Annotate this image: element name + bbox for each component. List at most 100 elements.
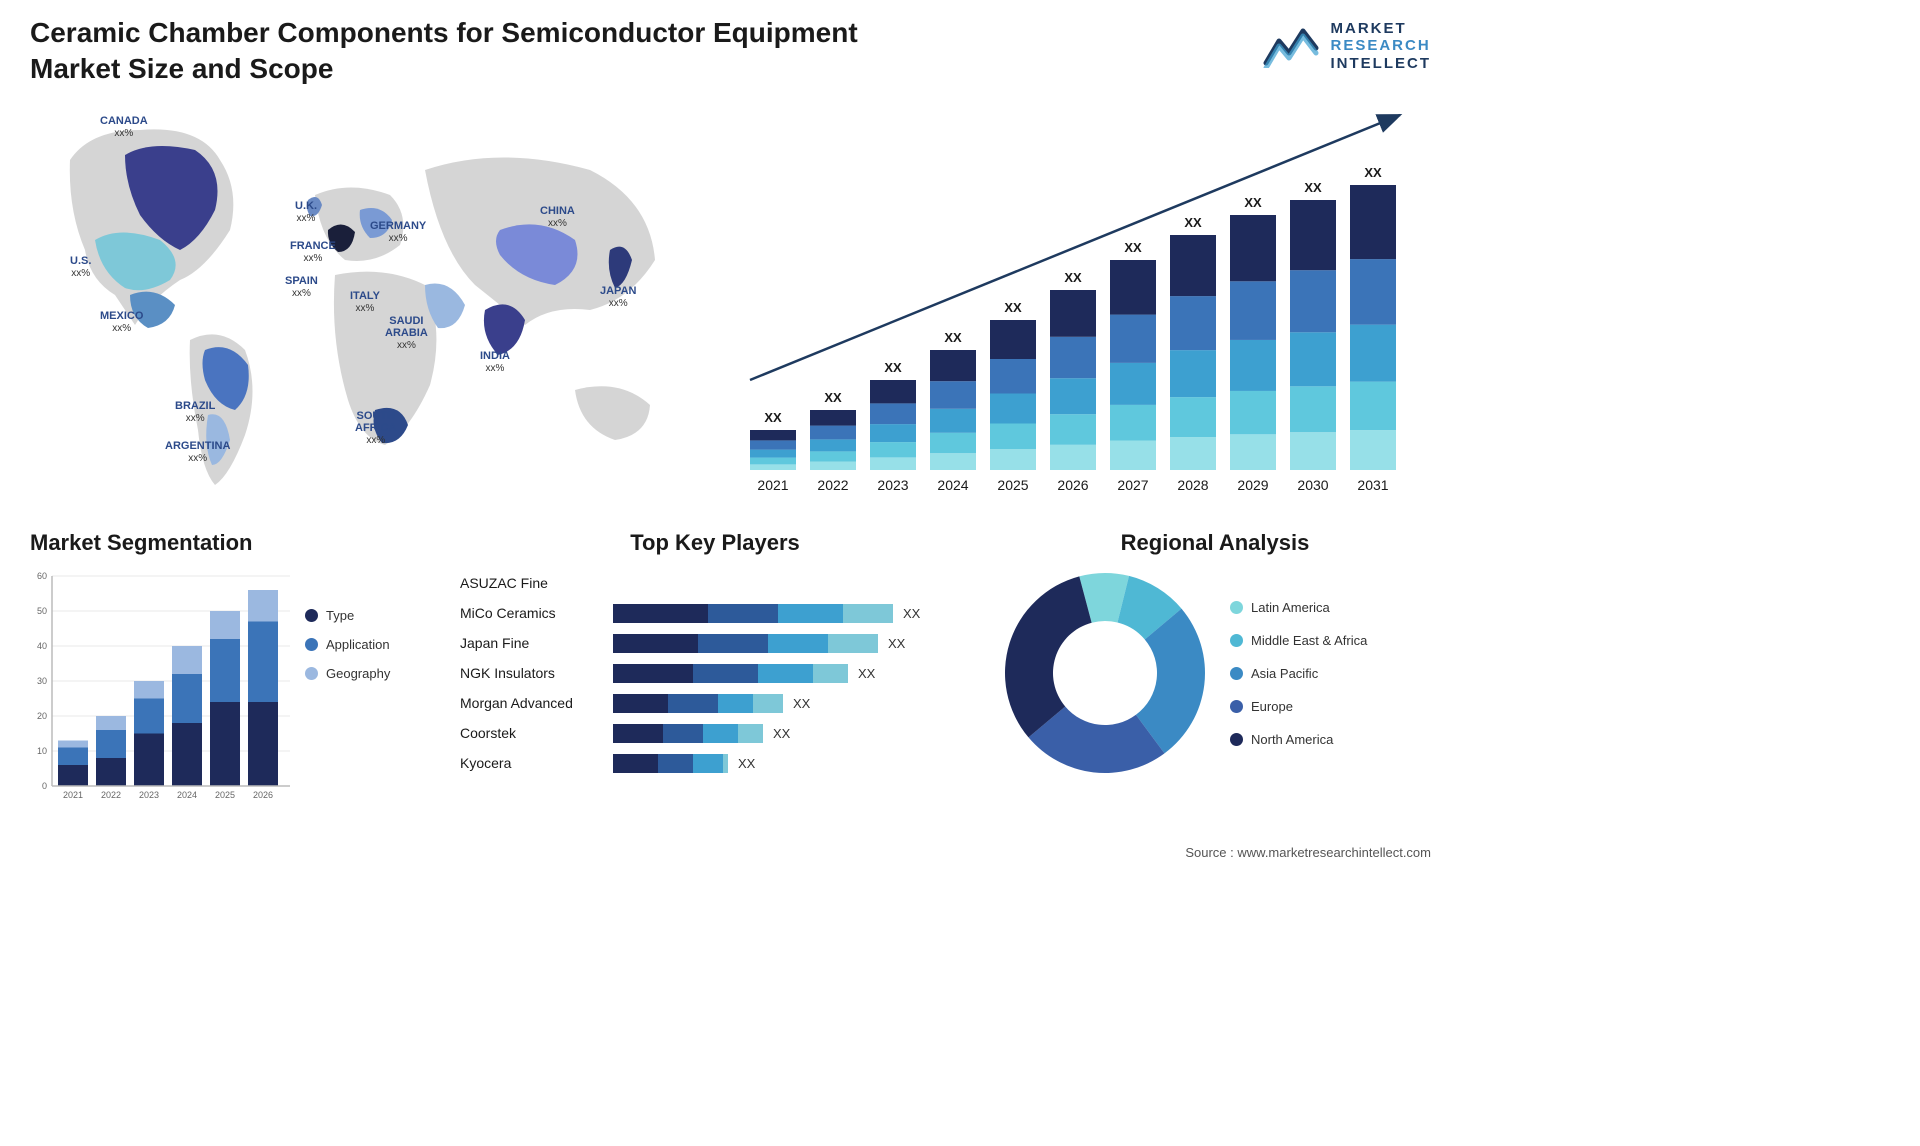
country-label: GERMANYxx% — [370, 220, 426, 244]
key-player-label: NGK Insulators — [460, 665, 605, 681]
country-label: ARGENTINAxx% — [165, 440, 230, 464]
key-player-row: KyoceraXX — [460, 748, 970, 778]
svg-text:2024: 2024 — [177, 790, 197, 800]
forecast-year-label: 2025 — [997, 477, 1028, 493]
legend-item: Geography — [305, 666, 390, 681]
key-player-value: XX — [903, 606, 920, 621]
key-player-bar — [613, 694, 783, 713]
key-players-title: Top Key Players — [460, 530, 970, 556]
segmentation-section: Market Segmentation 01020304050602021202… — [30, 530, 440, 803]
forecast-bar-segment — [990, 320, 1036, 359]
forecast-bar-label: XX — [1184, 215, 1202, 230]
forecast-bar-label: XX — [764, 410, 782, 425]
logo-text: MARKET RESEARCH INTELLECT — [1331, 20, 1432, 72]
segmentation-bar-segment — [58, 741, 88, 748]
regional-legend: Latin AmericaMiddle East & AfricaAsia Pa… — [1230, 600, 1367, 747]
country-label: CHINAxx% — [540, 205, 575, 229]
key-player-bar-segment — [693, 664, 758, 683]
country-label: BRAZILxx% — [175, 400, 215, 424]
svg-text:10: 10 — [37, 746, 47, 756]
forecast-bar-segment — [990, 394, 1036, 424]
forecast-year-label: 2028 — [1177, 477, 1208, 493]
forecast-bar-segment — [1110, 441, 1156, 470]
main-chart-svg: XX2021XX2022XX2023XX2024XX2025XX2026XX20… — [740, 100, 1420, 500]
segmentation-chart: 0102030405060202120222023202420252026 — [30, 568, 290, 803]
key-player-bar-segment — [613, 664, 693, 683]
forecast-bar-segment — [870, 457, 916, 470]
forecast-bar-segment — [810, 410, 856, 426]
forecast-bar-segment — [870, 424, 916, 442]
forecast-bar-segment — [1050, 445, 1096, 470]
key-player-bar-segment — [613, 604, 708, 623]
segmentation-bar-segment — [134, 681, 164, 699]
country-label: JAPANxx% — [600, 285, 636, 309]
forecast-bar-label: XX — [1304, 180, 1322, 195]
key-player-bar-segment — [658, 754, 693, 773]
forecast-bar-segment — [1230, 340, 1276, 391]
forecast-bar-segment — [870, 380, 916, 403]
segmentation-bar-segment — [96, 758, 126, 786]
key-player-bar-segment — [843, 604, 893, 623]
legend-item: Europe — [1230, 699, 1367, 714]
logo-line: INTELLECT — [1331, 55, 1432, 72]
segmentation-bar-segment — [248, 702, 278, 786]
key-player-bar-segment — [708, 604, 778, 623]
source-attribution: Source : www.marketresearchintellect.com — [1185, 845, 1431, 860]
forecast-bar-segment — [930, 433, 976, 453]
country-label: SOUTHAFRICAxx% — [355, 410, 397, 446]
segmentation-bar-segment — [134, 699, 164, 734]
country-label: U.K.xx% — [295, 200, 317, 224]
world-map: CANADAxx%U.S.xx%MEXICOxx%BRAZILxx%ARGENT… — [30, 100, 710, 500]
segmentation-bar-segment — [172, 723, 202, 786]
legend-item: Type — [305, 608, 390, 623]
forecast-bar-segment — [1290, 386, 1336, 432]
key-player-bar — [613, 724, 763, 743]
forecast-year-label: 2030 — [1297, 477, 1328, 493]
forecast-bar-segment — [1290, 270, 1336, 332]
logo-line: MARKET — [1331, 20, 1432, 37]
segmentation-bar-segment — [96, 730, 126, 758]
key-player-bar-segment — [703, 724, 738, 743]
key-player-bar-segment — [693, 754, 723, 773]
forecast-bar-label: XX — [1124, 240, 1142, 255]
forecast-bar-segment — [1290, 332, 1336, 386]
segmentation-bar-segment — [96, 716, 126, 730]
key-player-bar-segment — [698, 634, 768, 653]
forecast-bar-segment — [1170, 296, 1216, 350]
key-player-row: CoorstekXX — [460, 718, 970, 748]
key-player-row: Japan FineXX — [460, 628, 970, 658]
key-player-label: Coorstek — [460, 725, 605, 741]
key-player-value: XX — [858, 666, 875, 681]
country-label: FRANCExx% — [290, 240, 336, 264]
forecast-bar-segment — [870, 442, 916, 457]
forecast-bar-segment — [1230, 434, 1276, 470]
forecast-bar-segment — [750, 440, 796, 449]
forecast-bar-segment — [930, 350, 976, 381]
key-player-value: XX — [738, 756, 755, 771]
forecast-bar-segment — [1050, 378, 1096, 414]
forecast-bar-segment — [1050, 414, 1096, 445]
donut-slice — [1005, 576, 1092, 737]
forecast-bar-segment — [1350, 382, 1396, 430]
svg-text:2026: 2026 — [253, 790, 273, 800]
segmentation-legend: TypeApplicationGeography — [305, 568, 390, 803]
key-players-section: Top Key Players ASUZAC FineMiCo Ceramics… — [460, 530, 970, 778]
key-players-rows: ASUZAC FineMiCo CeramicsXXJapan FineXXNG… — [460, 568, 970, 778]
svg-text:40: 40 — [37, 641, 47, 651]
logo-line: RESEARCH — [1331, 37, 1432, 54]
key-player-bar-segment — [668, 694, 718, 713]
svg-text:2025: 2025 — [215, 790, 235, 800]
segmentation-title: Market Segmentation — [30, 530, 440, 556]
key-player-bar-segment — [613, 754, 658, 773]
page-title: Ceramic Chamber Components for Semicondu… — [30, 15, 930, 88]
key-player-bar-segment — [738, 724, 763, 743]
key-player-bar — [613, 634, 878, 653]
segmentation-bar-segment — [248, 590, 278, 622]
key-player-bar-segment — [778, 604, 843, 623]
svg-text:0: 0 — [42, 781, 47, 791]
forecast-bar-segment — [810, 462, 856, 470]
forecast-bar-label: XX — [944, 330, 962, 345]
segmentation-bar-segment — [210, 639, 240, 702]
forecast-bar-segment — [810, 426, 856, 440]
key-player-label: ASUZAC Fine — [460, 575, 605, 591]
